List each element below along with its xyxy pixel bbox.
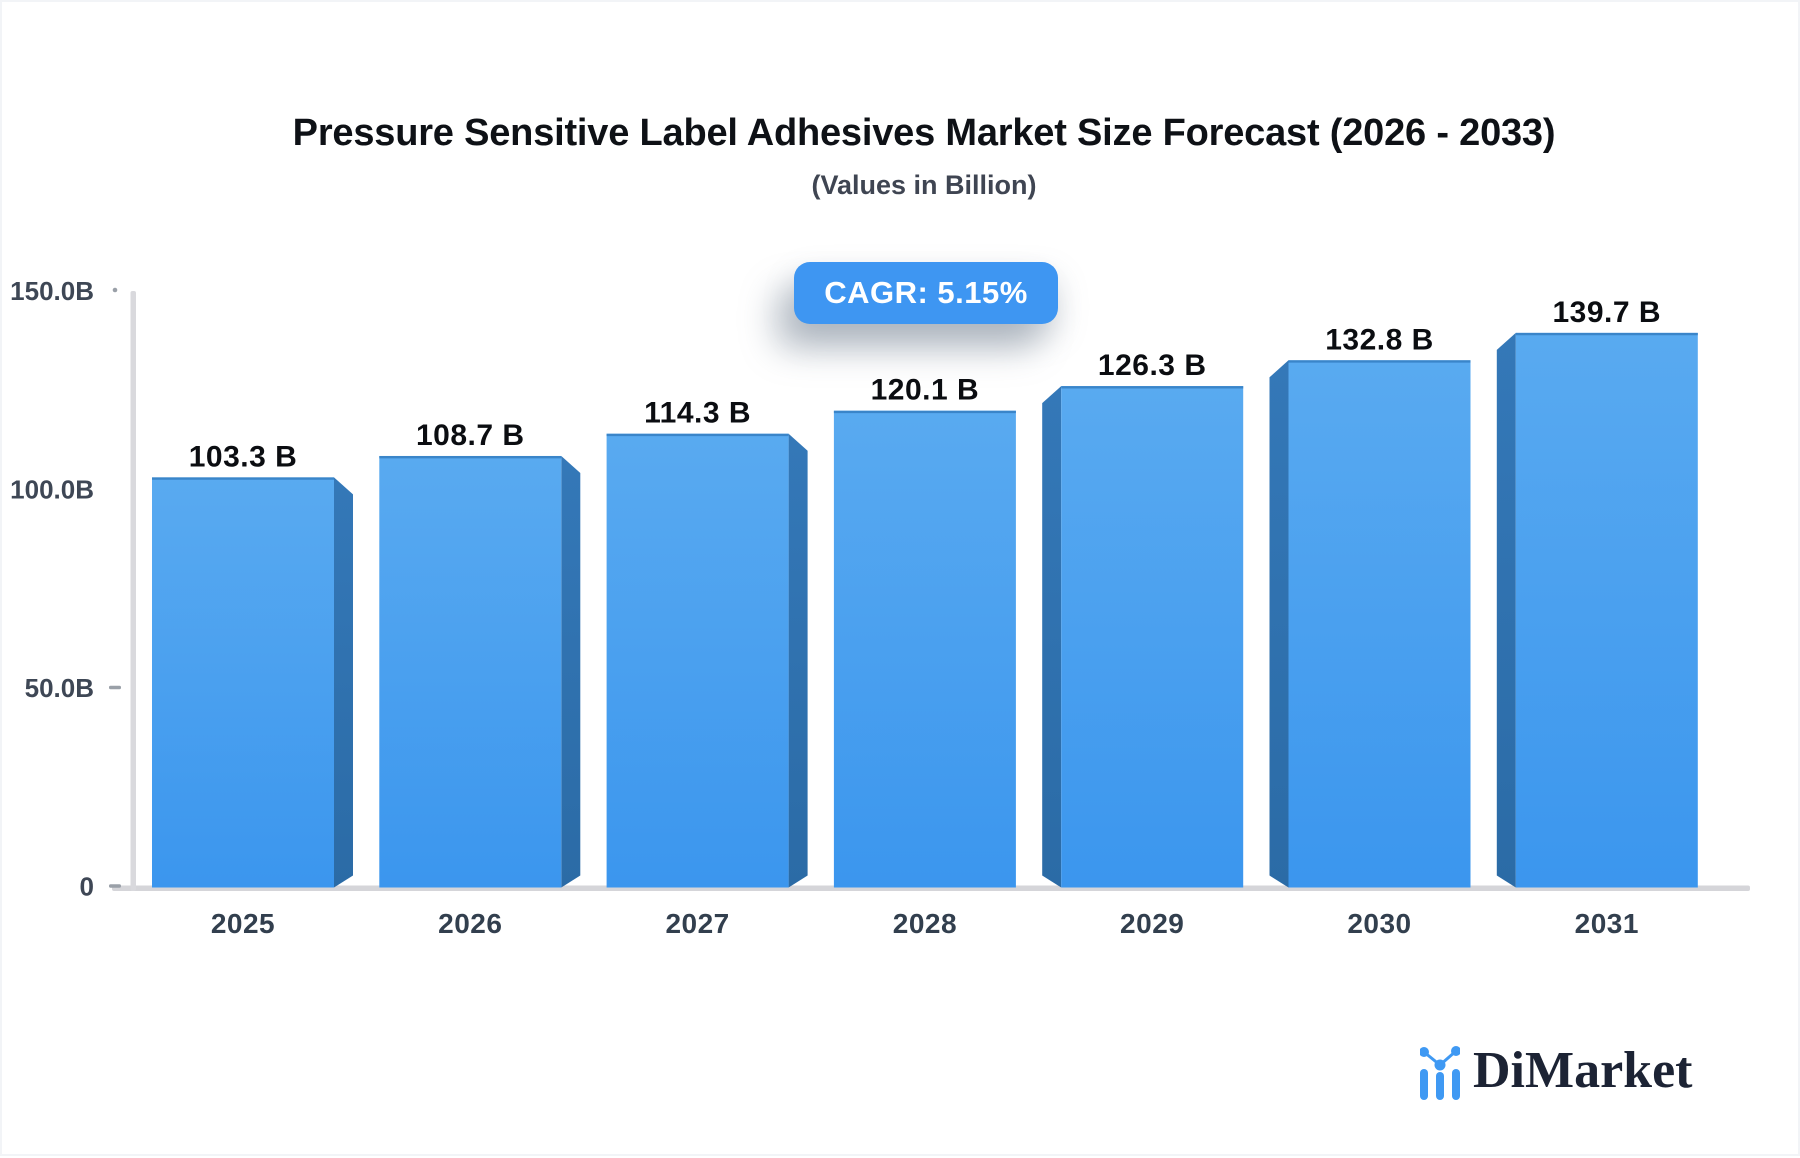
y-tick-label: 0: [80, 872, 94, 902]
bar-group-2026: 108.7 B 2026: [379, 419, 581, 939]
bar-front: [1288, 360, 1471, 888]
y-tick-label: 50.0B: [25, 673, 94, 703]
bar-front: [379, 455, 562, 888]
bar-value-label: 120.1 B: [871, 374, 980, 407]
bar-front: [1515, 332, 1698, 888]
bar-side-3d: [788, 433, 808, 888]
bar-value-label: 139.7 B: [1553, 296, 1662, 329]
chart-subtitle: (Values in Billion): [811, 170, 1037, 200]
bar-front: [606, 433, 789, 888]
bar-value-label: 108.7 B: [416, 419, 525, 452]
bar-front: [833, 410, 1016, 888]
x-tick-label: 2027: [665, 908, 729, 939]
bar-front: [1061, 386, 1244, 888]
bar-group-2028: 120.1 B 2028: [833, 374, 1016, 939]
chart-title: Pressure Sensitive Label Adhesives Marke…: [292, 112, 1556, 154]
bar-group-2027: 114.3 B 2027: [606, 397, 808, 939]
bar-side-3d: [1496, 332, 1516, 888]
bar-line-chart-icon: [1420, 1046, 1460, 1100]
brand-name: DiMarket: [1473, 1042, 1693, 1099]
cagr-badge: CAGR: 5.15%: [794, 262, 1058, 324]
bar-group-2031: 139.7 B 2031: [1496, 296, 1698, 939]
y-tick-label: 100.0B: [10, 475, 94, 505]
y-tick-mark: [109, 884, 121, 888]
bar-value-label: 132.8 B: [1325, 323, 1434, 356]
brand-logo: DiMarket: [1420, 1042, 1692, 1100]
bar-front: [152, 477, 334, 888]
bar-side-3d: [1269, 360, 1289, 888]
y-tick-mark: [109, 685, 121, 690]
bar-side-3d: [334, 477, 353, 888]
x-tick-label: 2029: [1120, 908, 1184, 939]
x-tick-label: 2025: [211, 908, 275, 939]
bar-value-label: 103.3 B: [189, 440, 298, 473]
y-tick-label: 150.0B: [10, 276, 94, 306]
x-tick-label: 2026: [438, 908, 502, 939]
y-tick-mark: [112, 287, 118, 293]
bar-group-2029: 126.3 B 2029: [1042, 349, 1244, 939]
bar-side-3d: [561, 455, 581, 888]
bar-value-label: 126.3 B: [1098, 349, 1207, 382]
y-axis-line: [130, 291, 136, 891]
bar-group-2025: 103.3 B 2025: [152, 440, 353, 939]
x-tick-label: 2028: [893, 908, 957, 939]
bar-side-3d: [1042, 386, 1062, 888]
x-tick-label: 2031: [1575, 908, 1639, 939]
bar-group-2030: 132.8 B 2030: [1269, 323, 1471, 939]
bar-value-label: 114.3 B: [644, 397, 751, 430]
x-tick-label: 2030: [1347, 908, 1411, 939]
